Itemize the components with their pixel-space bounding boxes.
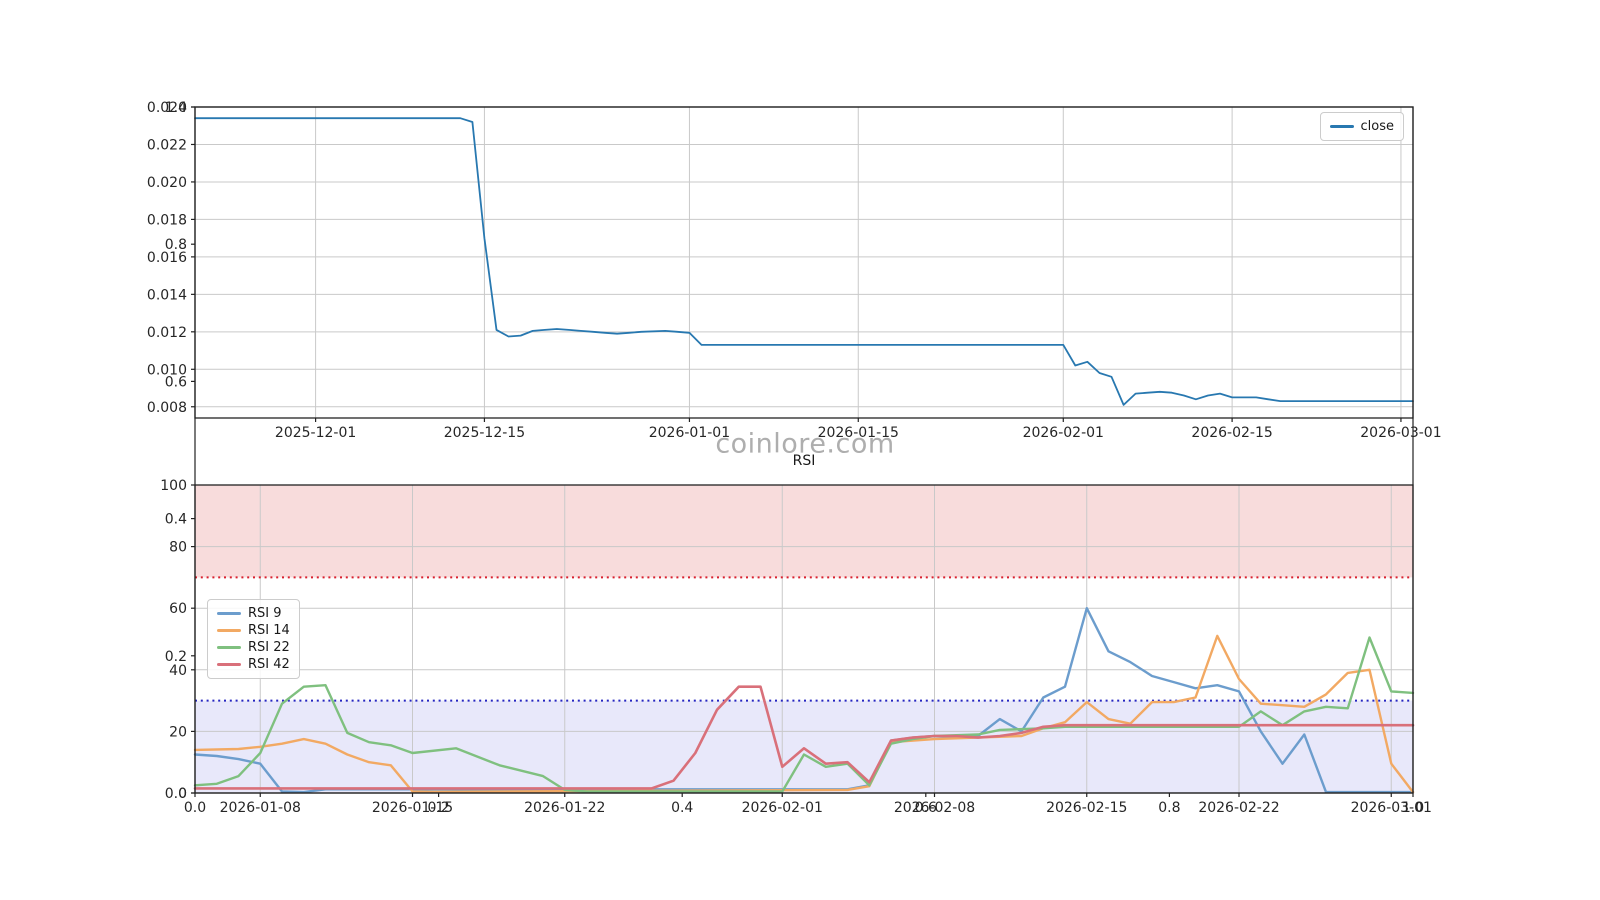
series-rsi-9-line (193, 607, 1415, 794)
legend-item-rsi-42: RSI 42 (217, 656, 290, 673)
x-tick-label: 2026-02-08 (894, 800, 975, 816)
y-tick-label: 0 (178, 786, 187, 802)
x-tick-label: 2026-01-08 (220, 800, 301, 816)
legend-line-sample (1329, 125, 1354, 128)
y-tick-label: 0.012 (147, 325, 187, 341)
figure-x-tick-label: 0.2 (427, 800, 449, 816)
y-tick-label: 0.008 (147, 400, 187, 416)
y-tick-label: 0.010 (147, 362, 187, 378)
figure-y-tick-label: 0.2 (165, 649, 187, 665)
figure-y-tick-label: 0.4 (165, 512, 187, 528)
series-rsi-42-line (193, 685, 1415, 790)
oversold-band (195, 700, 1413, 793)
legend-label: RSI 9 (248, 606, 282, 621)
price-legend: close (1319, 112, 1404, 141)
legend-item-rsi-9: RSI 9 (217, 605, 290, 622)
x-tick-label: 2026-03-01 (1351, 800, 1432, 816)
legend-item-close: close (1329, 118, 1394, 135)
figure-x-tick-label: 0.0 (184, 800, 206, 816)
figure-y-tick-label: 0.8 (165, 237, 187, 253)
y-tick-label: 0.018 (147, 212, 187, 228)
y-tick-label: 0.014 (147, 287, 187, 303)
figure-y-tick-label: 0.6 (165, 374, 187, 390)
y-tick-label: 20 (169, 724, 187, 740)
y-tick-label: 100 (160, 478, 187, 494)
rsi-legend: RSI 9 RSI 14 RSI 22 RSI 42 (207, 599, 300, 679)
x-tick-label: 2025-12-01 (275, 425, 356, 441)
x-tick-label: 2026-02-01 (742, 800, 823, 816)
legend-item-rsi-22: RSI 22 (217, 639, 290, 656)
legend-label: RSI 42 (248, 657, 290, 672)
figure-x-tick-label: 0.8 (1158, 800, 1180, 816)
figure-x-tick-label: 0.6 (915, 800, 937, 816)
x-tick-label: 2026-01-15 (372, 800, 453, 816)
y-tick-label: 0.016 (147, 250, 187, 266)
legend-label: close (1360, 119, 1394, 134)
plot-border (194, 106, 1414, 419)
rsi-chart-title: RSI (792, 453, 816, 469)
figure-y-tick-label: 0.0 (165, 786, 187, 802)
legend-item-rsi-14: RSI 14 (217, 622, 290, 639)
series-rsi-22-line (193, 636, 1415, 793)
y-tick-label: 0.022 (147, 137, 187, 153)
figure-x-tick-label: 1.0 (1402, 800, 1424, 816)
y-tick-label: 40 (169, 663, 187, 679)
x-tick-label: 2026-03-01 (1360, 425, 1441, 441)
figure-x-tick-label: 0.4 (671, 800, 693, 816)
overbought-band (195, 485, 1413, 578)
x-tick-label: 2026-02-15 (1191, 425, 1272, 441)
y-tick-label: 60 (169, 601, 187, 617)
figure-axes-border (194, 106, 1414, 794)
legend-line-sample (217, 663, 241, 666)
x-tick-label: 2026-02-15 (1046, 800, 1127, 816)
legend-line-sample (217, 646, 241, 649)
legend-line-sample (217, 612, 241, 615)
legend-label: RSI 22 (248, 640, 290, 655)
watermark: coinlore.com (715, 428, 895, 460)
legend-label: RSI 14 (248, 623, 290, 638)
x-tick-label: 2026-01-15 (818, 425, 899, 441)
legend-line-sample (217, 629, 241, 632)
y-tick-label: 0.020 (147, 175, 187, 191)
x-tick-label: 2026-02-01 (1023, 425, 1104, 441)
x-tick-label: 2025-12-15 (444, 425, 525, 441)
x-tick-label: 2026-02-22 (1198, 800, 1279, 816)
series-close-line (194, 117, 1414, 406)
figure-y-tick-label: 1.0 (165, 100, 187, 116)
y-tick-label: 80 (169, 540, 187, 556)
x-tick-label: 2026-01-01 (649, 425, 730, 441)
y-tick-label: 0.024 (147, 100, 187, 116)
x-tick-label: 2026-01-22 (524, 800, 605, 816)
